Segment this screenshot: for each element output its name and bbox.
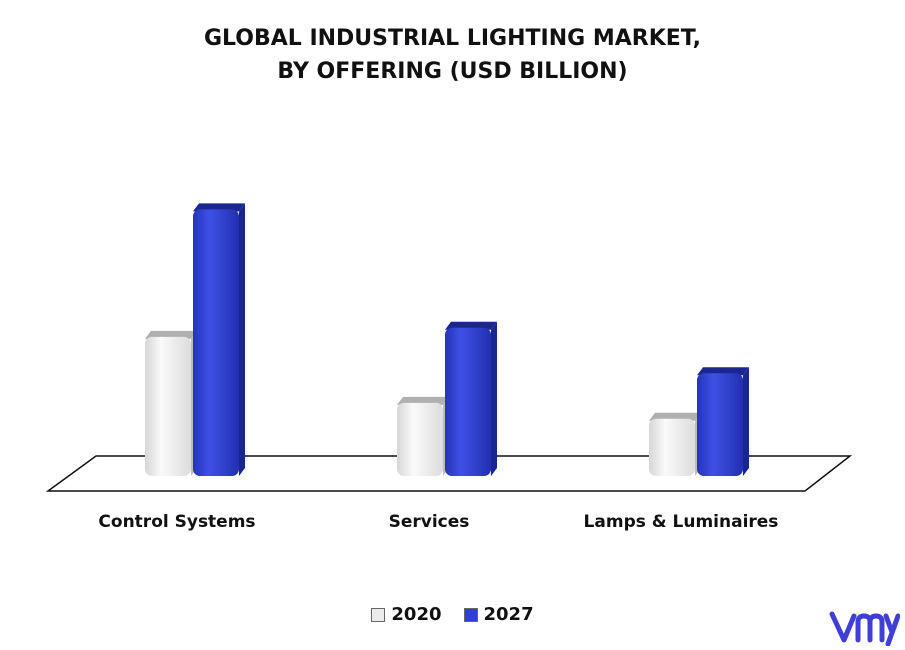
category-label-services: Services	[389, 512, 470, 532]
bar-2020-control-systems	[145, 330, 197, 476]
legend: 2020 2027	[0, 604, 905, 625]
chart-title: GLOBAL INDUSTRIAL LIGHTING MARKET, BY OF…	[0, 22, 905, 88]
bar-2027-control-systems	[193, 203, 245, 477]
chart-title-line-1: GLOBAL INDUSTRIAL LIGHTING MARKET,	[203, 26, 702, 51]
brand-logo	[829, 611, 900, 646]
legend-swatch-2027	[463, 607, 478, 622]
legend-label-2020: 2020	[391, 604, 442, 625]
legend-item-2027: 2027	[463, 604, 534, 625]
legend-swatch-2020	[371, 607, 386, 622]
legend-item-2020: 2020	[371, 604, 442, 625]
legend-label-2027: 2027	[483, 604, 534, 625]
bar-2020-lamps-luminaires	[649, 412, 701, 476]
category-label-lamps-luminaires: Lamps & Luminaires	[584, 512, 779, 532]
chart-title-line-2: BY OFFERING (USD BILLION)	[277, 59, 628, 84]
bar-2027-services	[445, 321, 497, 476]
category-label-control-systems: Control Systems	[98, 512, 255, 532]
bar-2020-services	[397, 396, 449, 476]
bar-2027-lamps-luminaires	[697, 367, 749, 476]
